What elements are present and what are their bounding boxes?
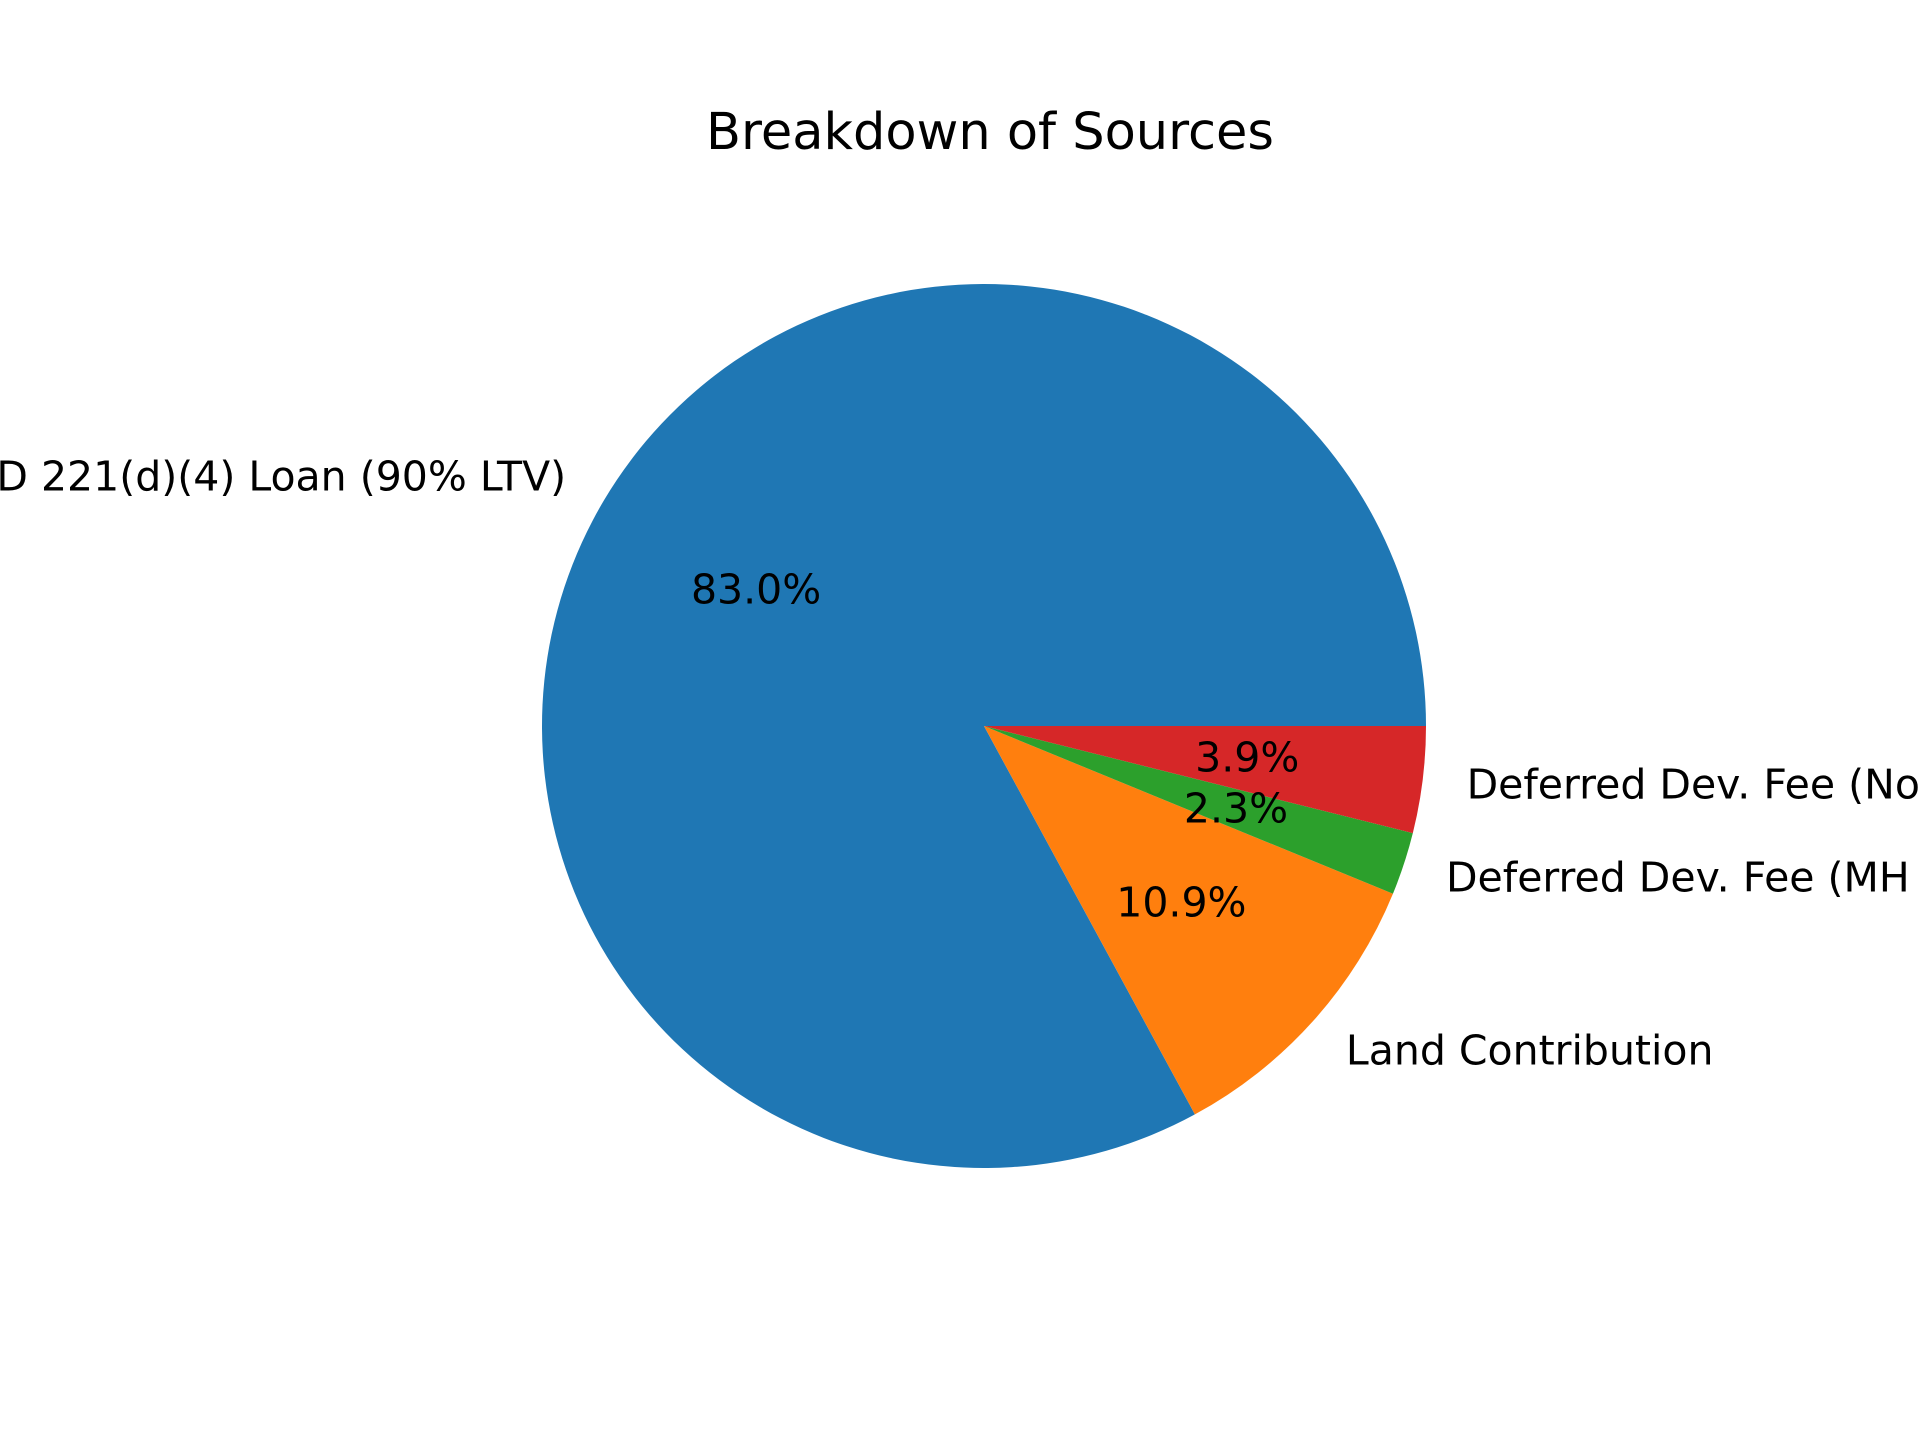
slice-label-1: Land Contribution — [1345, 1026, 1714, 1075]
slice-percent-3: 3.9% — [1195, 733, 1300, 782]
slice-label-3: Deferred Dev. Fee (No — [1466, 760, 1920, 809]
pie-slice-1 — [984, 726, 1393, 1115]
pie-slice-0 — [542, 283, 1426, 1168]
slice-label-2: Deferred Dev. Fee (MH — [1445, 852, 1910, 901]
chart-title: Breakdown of Sources — [706, 103, 1274, 162]
slice-percent-0: 83.0% — [690, 565, 822, 614]
slice-percent-2: 2.3% — [1183, 784, 1289, 833]
pie-slice-2 — [984, 726, 1413, 894]
pie-slice-3 — [984, 726, 1426, 834]
slice-label-0: D 221(d)(4) Loan (90% LTV) — [0, 452, 567, 501]
slice-percent-1: 10.9% — [1116, 878, 1247, 927]
